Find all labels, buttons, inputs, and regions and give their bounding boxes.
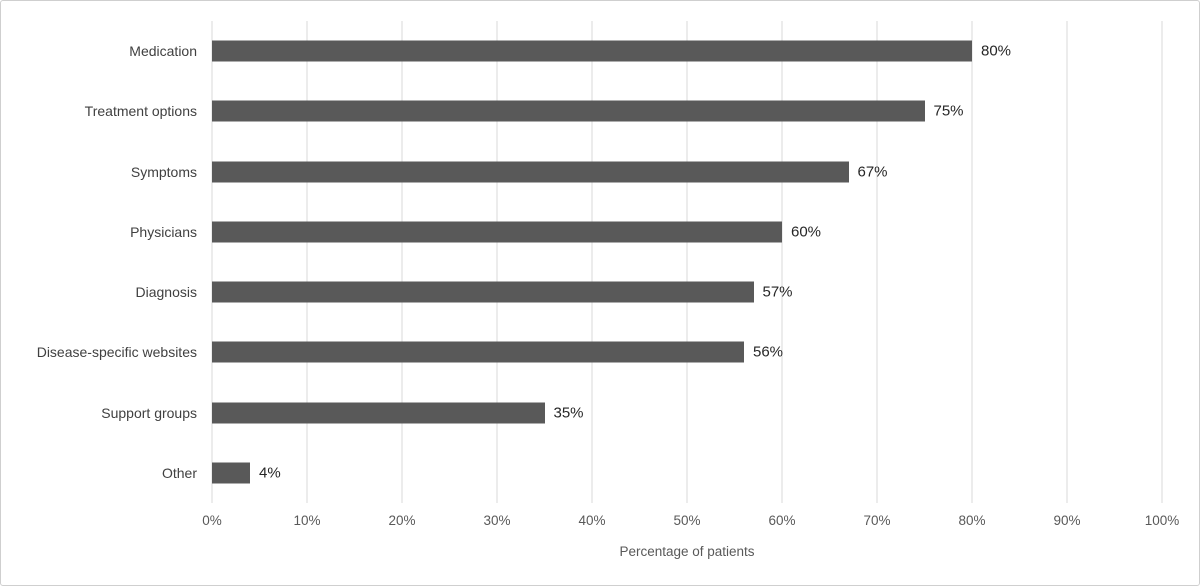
bar-treatment-options [212, 100, 925, 122]
bar-medication [212, 40, 972, 62]
bar-row: 60% [212, 202, 1162, 262]
value-label: 56% [753, 343, 784, 361]
bar-row: 57% [212, 262, 1162, 322]
x-tick-label: 60% [768, 513, 796, 528]
x-tick-label: 100% [1144, 513, 1180, 528]
category-label: Other [161, 464, 197, 481]
gridline [1066, 21, 1068, 503]
bar-diagnosis [212, 281, 754, 303]
bar-row: 80% [212, 21, 1162, 81]
value-label: 60% [791, 223, 822, 241]
bar-row: 4% [212, 443, 1162, 503]
category-label: Disease-specific websites [36, 344, 197, 361]
bar-physicians [212, 221, 782, 243]
gridline [781, 21, 783, 503]
gridline [401, 21, 403, 503]
x-tick-label: 90% [1053, 513, 1081, 528]
bar-support-groups [212, 402, 545, 424]
x-tick-label: 80% [958, 513, 986, 528]
bar-symptoms [212, 161, 849, 183]
gridline [211, 21, 213, 503]
x-tick-label: 50% [673, 513, 701, 528]
bar-disease-specific-websites [212, 341, 744, 363]
bar-row: 35% [212, 383, 1162, 443]
category-label: Symptoms [130, 163, 197, 180]
value-label: 80% [981, 42, 1012, 60]
value-label: 4% [259, 464, 281, 482]
gridline [496, 21, 498, 503]
x-tick-label: 0% [202, 513, 222, 528]
gridline [876, 21, 878, 503]
gridline [591, 21, 593, 503]
gridline [686, 21, 688, 503]
value-label: 57% [762, 283, 793, 301]
x-tick-label: 20% [388, 513, 416, 528]
gridline [306, 21, 308, 503]
value-label: 35% [553, 404, 584, 422]
bar-row: 75% [212, 81, 1162, 141]
category-label: Treatment options [84, 103, 197, 120]
x-tick-label: 40% [578, 513, 606, 528]
gridline [1161, 21, 1163, 503]
x-tick-label: 10% [293, 513, 321, 528]
value-label: 75% [933, 102, 964, 120]
category-label: Physicians [130, 223, 197, 240]
value-label: 67% [857, 163, 888, 181]
x-tick-label: 70% [863, 513, 891, 528]
x-axis-title: Percentage of patients [619, 544, 755, 559]
bar-row: 67% [212, 142, 1162, 202]
gridline [971, 21, 973, 503]
plot-area: 0% 10% 20% 30% 40% 50% 60% 70% 80% 90% 100% 80% 75% 6… [202, 21, 1179, 527]
x-tick-label: 30% [483, 513, 511, 528]
bar-other [212, 462, 250, 484]
category-label: Diagnosis [135, 284, 197, 301]
bar-row: 56% [212, 322, 1162, 382]
category-label: Medication [129, 43, 197, 60]
category-label: Support groups [101, 404, 197, 421]
